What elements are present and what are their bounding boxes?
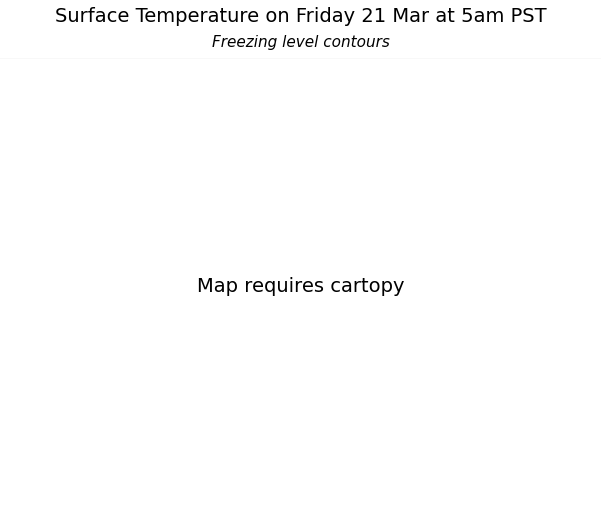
Text: Freezing level contours: Freezing level contours <box>212 35 389 50</box>
Text: Surface Temperature on Friday 21 Mar at 5am PST: Surface Temperature on Friday 21 Mar at … <box>55 7 546 26</box>
Text: Map requires cartopy: Map requires cartopy <box>197 277 404 296</box>
